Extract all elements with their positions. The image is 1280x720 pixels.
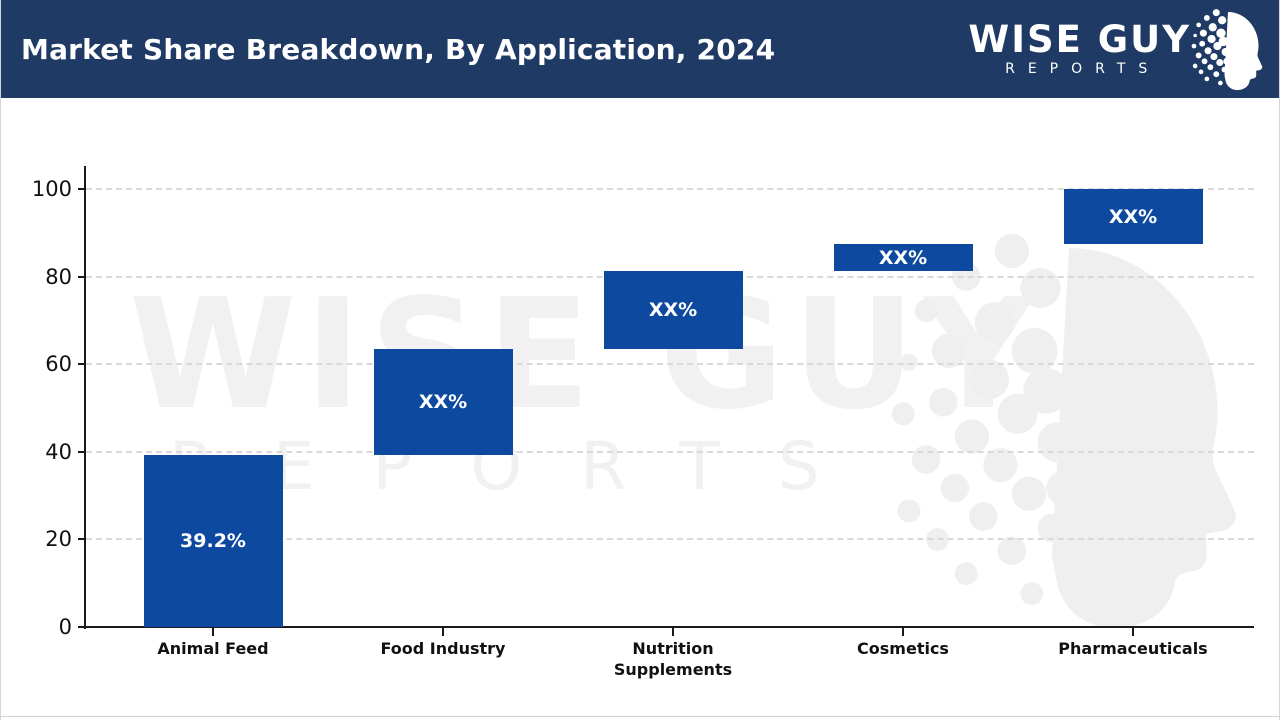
gridline-100: [86, 188, 1254, 190]
bar-value-label: XX%: [878, 246, 928, 269]
gridline-40: [86, 450, 1254, 453]
x-tickmark-1: [442, 628, 444, 636]
y-tickmark-0: [78, 626, 86, 628]
x-tickmark-2: [672, 628, 674, 636]
bar-animal-feed: 39.2%: [143, 455, 283, 627]
logo-wordmark: WISE GUY REPORTS: [968, 18, 1191, 77]
bar-nutrition-supplements: XX%: [603, 271, 743, 350]
gridline-60: [86, 363, 1254, 366]
wiseguy-logo: WISE GUY REPORTS: [968, 3, 1271, 95]
gridline-20: [86, 538, 1254, 541]
x-axis-line: [84, 626, 1254, 628]
bar-cosmetics: XX%: [833, 244, 973, 272]
bar-value-label: XX%: [1108, 205, 1158, 228]
y-tickmark-20: [78, 538, 86, 541]
y-tick-label-40: 40: [45, 439, 72, 464]
y-tick-label-80: 80: [45, 264, 72, 289]
bar-value-label: 39.2%: [180, 530, 246, 553]
y-tick-label-60: 60: [45, 352, 72, 377]
header-bar: Market Share Breakdown, By Application, …: [1, 0, 1279, 98]
y-tickmark-100: [78, 188, 86, 190]
y-tick-label-0: 0: [58, 615, 72, 639]
bar-value-label: XX%: [418, 391, 468, 414]
y-tick-label-20: 20: [45, 527, 72, 552]
bottom-border-line: [1, 716, 1279, 717]
bar-value-label: XX%: [648, 299, 698, 322]
bar-pharmaceuticals: XX%: [1063, 189, 1203, 245]
y-tick-label-100: 100: [31, 177, 72, 201]
y-tickmark-40: [78, 450, 86, 453]
y-tickmark-60: [78, 363, 86, 366]
x-tickmark-0: [212, 628, 214, 636]
x-tickmark-4: [1132, 628, 1134, 636]
logo-wordmark-line2: REPORTS: [1005, 60, 1161, 77]
page-title: Market Share Breakdown, By Application, …: [21, 32, 776, 66]
x-category-label-4: Pharmaceuticals: [1058, 639, 1208, 658]
x-category-label-2: Nutrition Supplements: [613, 639, 733, 679]
bar-food-industry: XX%: [373, 349, 513, 456]
x-category-label-0: Animal Feed: [157, 639, 269, 658]
y-axis-line: [84, 166, 86, 629]
x-tickmark-3: [902, 628, 904, 636]
y-tickmark-80: [78, 275, 86, 278]
x-category-label-3: Cosmetics: [857, 639, 949, 658]
logo-wordmark-line1: WISE GUY: [968, 18, 1191, 62]
x-category-label-1: Food Industry: [380, 639, 506, 658]
